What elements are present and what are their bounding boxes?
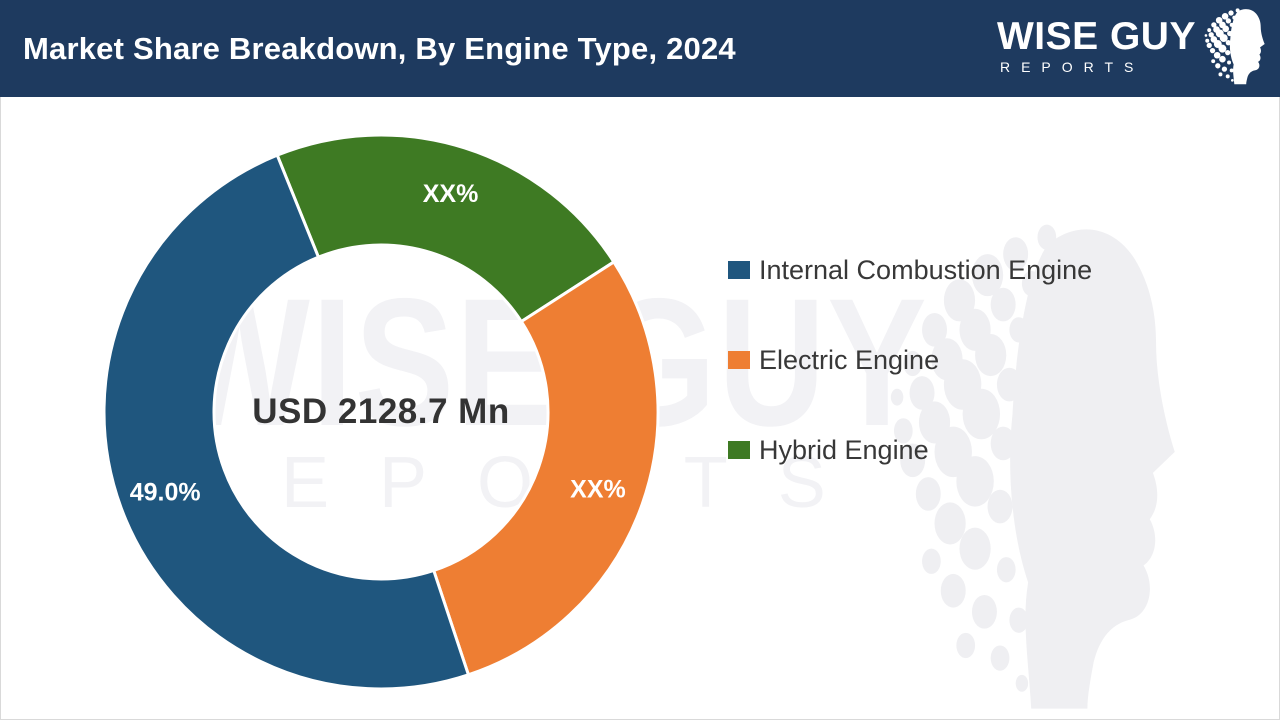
logo-face-icon (1204, 8, 1265, 85)
legend-swatch-icon (728, 351, 750, 369)
legend-swatch-icon (728, 441, 750, 459)
center-total-value: USD 2128.7 Mn (252, 392, 510, 431)
legend-label: Hybrid Engine (759, 434, 929, 465)
chart-legend: Internal Combustion Engine Electric Engi… (728, 255, 1092, 525)
legend-item-hybrid-engine: Hybrid Engine (728, 435, 1092, 465)
legend-label: Internal Combustion Engine (759, 254, 1093, 285)
pie-slice-internal-combustion-engine (102, 153, 471, 691)
logo-text: WISE GUY REPORTS (996, 14, 1196, 76)
logo-subtitle: REPORTS (999, 59, 1145, 76)
donut-chart: XX%XX%49.0% (102, 133, 660, 691)
wise-guy-logo: WISE GUY REPORTS (997, 6, 1266, 86)
page-title: Market Share Breakdown, By Engine Type, … (23, 30, 736, 66)
legend-item-electric-engine: Electric Engine (728, 345, 1092, 375)
logo-name: WISE GUY (996, 14, 1196, 58)
pie-slice-electric-engine (431, 259, 660, 677)
legend-item-internal-combustion-engine: Internal Combustion Engine (728, 255, 1092, 285)
legend-label: Electric Engine (759, 344, 940, 375)
pie-slice-hybrid-engine (275, 133, 616, 324)
chart-canvas: WISE GUY REPORTS XX% XX% 49.0% USD 2128.7 … (0, 97, 1280, 720)
header-bar: Market Share Breakdown, By Engine Type, … (0, 0, 1280, 97)
legend-swatch-icon (728, 261, 750, 279)
